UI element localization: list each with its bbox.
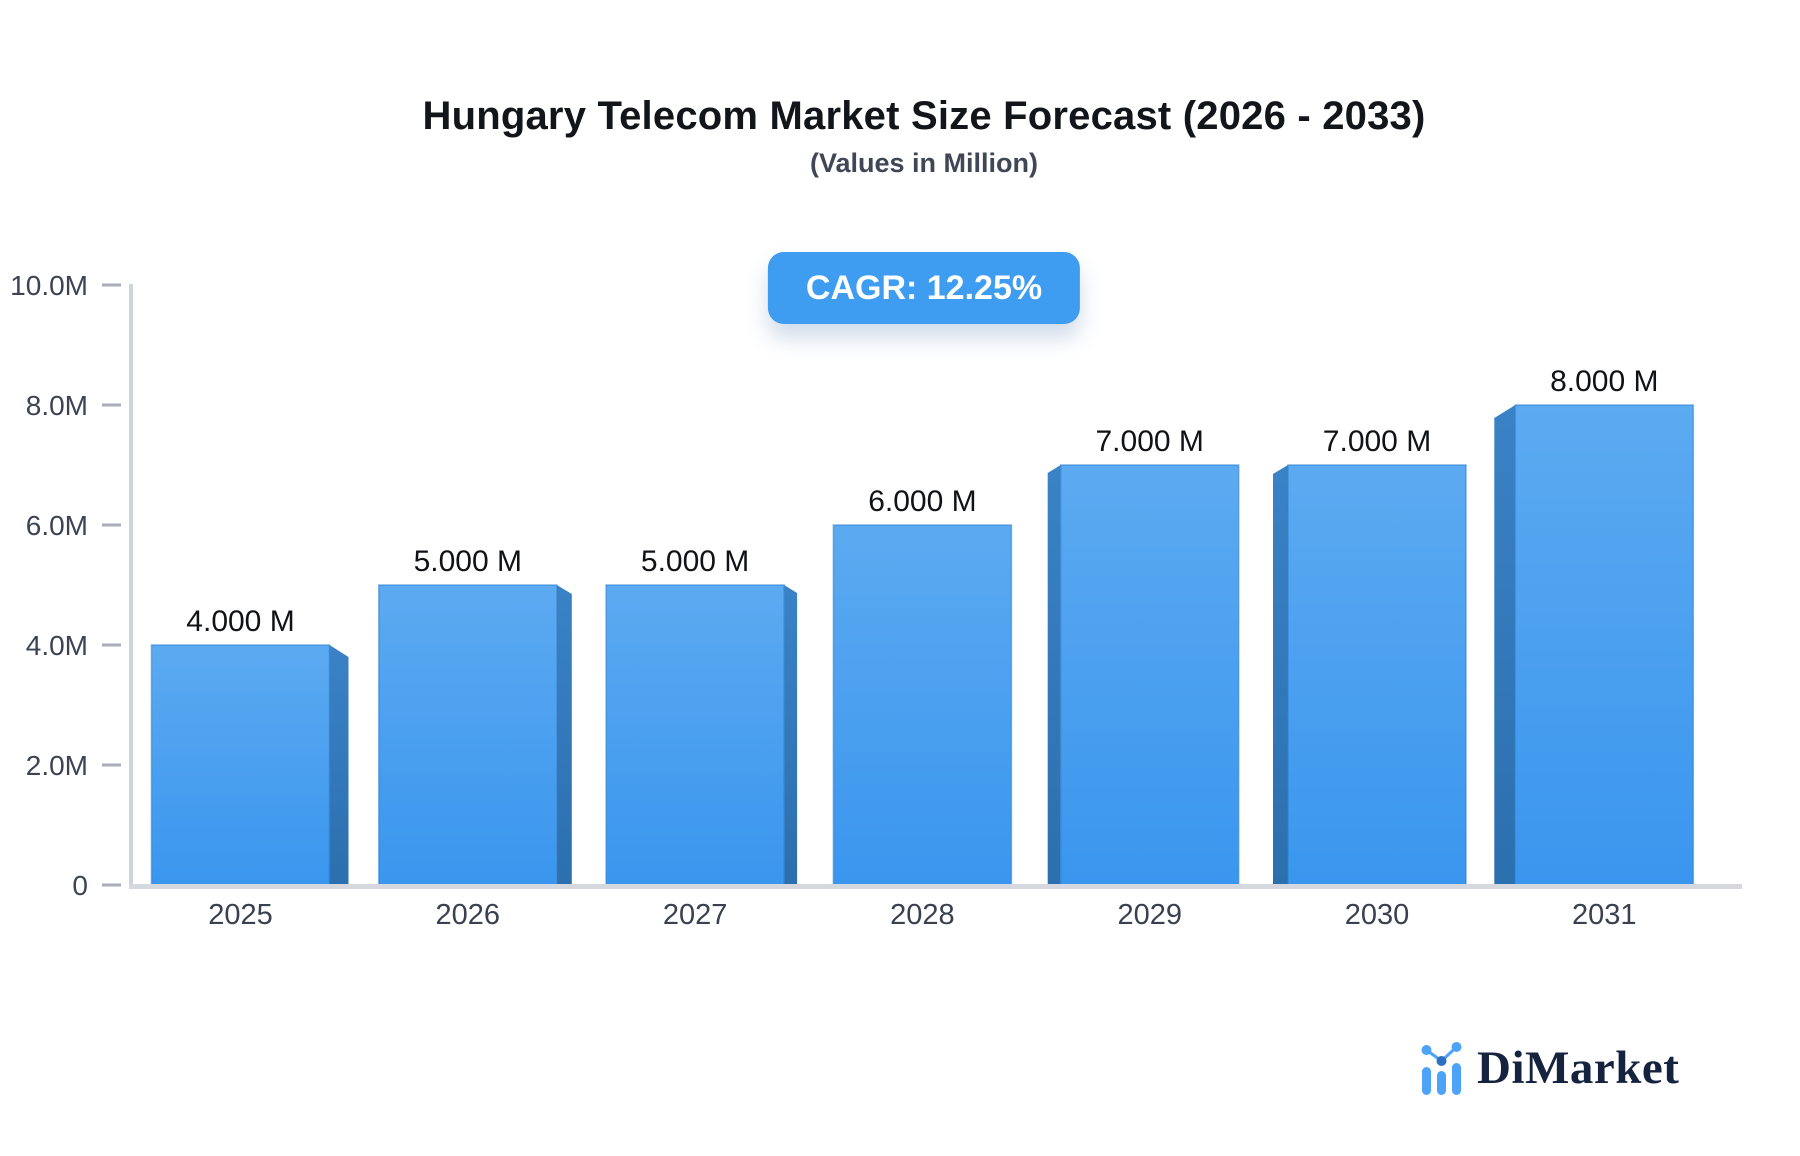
bar[interactable] <box>377 584 558 886</box>
page-subtitle: (Values in Million) <box>809 148 1039 178</box>
x-tick-label: 2027 <box>663 899 728 931</box>
bar-side-panel <box>1047 465 1061 885</box>
bar[interactable] <box>1287 464 1467 886</box>
x-tick-label: 2028 <box>890 899 955 931</box>
x-tick-label: 2026 <box>436 899 501 931</box>
x-tick-label: 2029 <box>1117 899 1182 931</box>
bar-value-label: 6.000 M <box>868 485 976 518</box>
y-tick-label: 2.0M <box>26 750 88 781</box>
y-tick-label: 8.0M <box>26 390 88 421</box>
bar[interactable] <box>832 524 1013 886</box>
bar-value-label: 4.000 M <box>186 605 294 638</box>
cagr-badge: CAGR: 12.25% <box>767 252 1081 324</box>
y-tick-mark <box>102 523 121 527</box>
bar[interactable] <box>1059 464 1240 886</box>
x-axis-line <box>129 884 1742 889</box>
y-tick-mark <box>102 403 121 407</box>
y-tick-mark <box>102 883 121 887</box>
bar-value-label: 7.000 M <box>1095 425 1203 458</box>
bar[interactable] <box>1514 404 1695 886</box>
bar-side-panel <box>1494 405 1516 885</box>
y-tick-label: 0 <box>72 870 88 901</box>
bar-line-chart-icon <box>1421 1042 1462 1095</box>
bar-side-panel <box>784 585 798 885</box>
y-axis-line <box>129 284 133 886</box>
x-tick-label: 2025 <box>208 899 273 931</box>
bar-value-label: 5.000 M <box>414 545 522 578</box>
x-tick-label: 2031 <box>1572 899 1637 931</box>
y-tick-mark <box>102 283 121 287</box>
x-tick-label: 2030 <box>1345 899 1410 931</box>
y-tick-label: 6.0M <box>26 510 88 541</box>
bar-side-panel <box>1273 465 1288 885</box>
bar-side-panel <box>329 645 349 885</box>
y-tick-label: 10.0M <box>10 270 88 301</box>
brand-logo-text: DiMarket <box>1477 1042 1680 1094</box>
bar[interactable] <box>605 584 785 886</box>
y-tick-label: 4.0M <box>26 630 88 661</box>
bar[interactable] <box>150 644 331 886</box>
bar-value-label: 7.000 M <box>1323 425 1431 458</box>
page-title: Hungary Telecom Market Size Forecast (20… <box>422 94 1426 138</box>
brand-logo: DiMarket <box>1420 1036 1679 1100</box>
y-tick-mark <box>102 643 121 647</box>
y-tick-mark <box>102 763 121 767</box>
bar-value-label: 8.000 M <box>1550 365 1658 398</box>
bar-side-panel <box>556 585 572 885</box>
bar-value-label: 5.000 M <box>641 545 749 578</box>
